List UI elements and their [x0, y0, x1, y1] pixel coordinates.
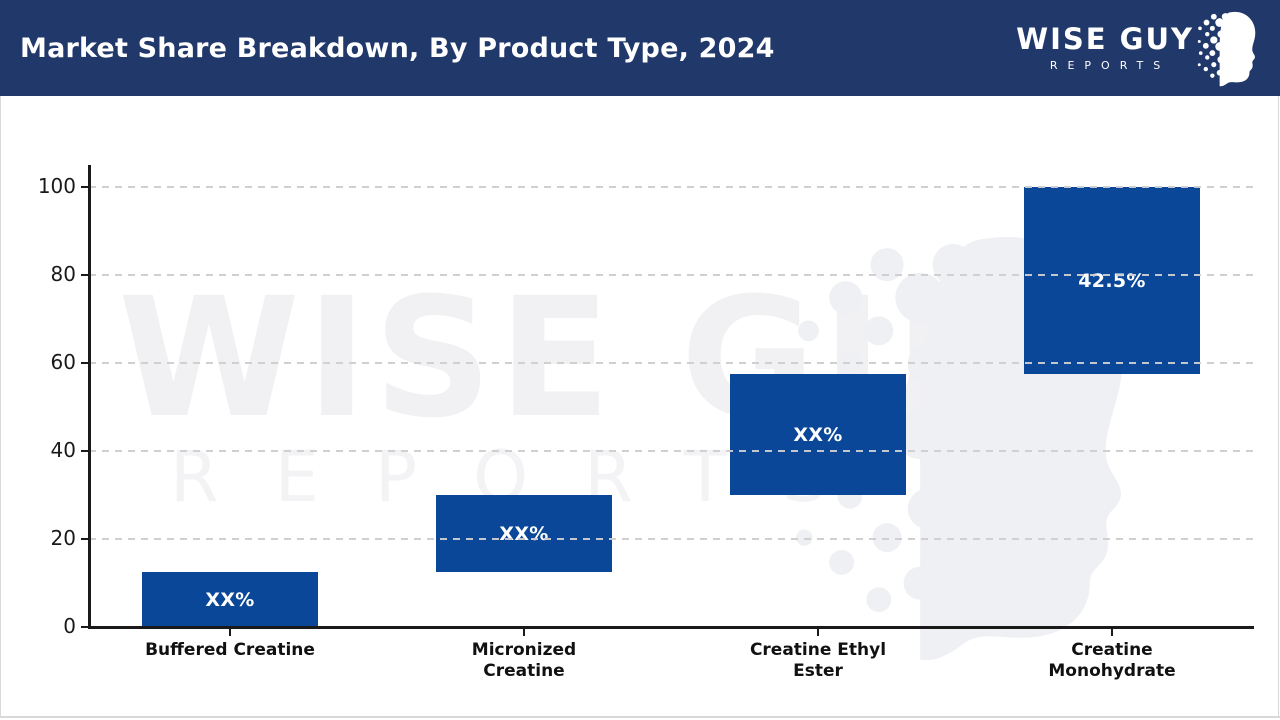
y-tick-label-20: 20 [50, 526, 76, 550]
header-bar: Market Share Breakdown, By Product Type,… [0, 0, 1280, 96]
bar-value-label-1: XX% [205, 588, 255, 611]
gridline-60 [89, 362, 1253, 364]
x-tick-2 [523, 628, 525, 636]
y-tick-label-40: 40 [50, 438, 76, 462]
y-tick-label-60: 60 [50, 350, 76, 374]
y-tick-label-0: 0 [63, 614, 76, 638]
y-tick-40 [81, 450, 89, 452]
bar-4: 42.5% [1024, 187, 1200, 374]
logo-text: WISE GUY REPORTS [1016, 21, 1194, 72]
gridline-80 [89, 274, 1253, 276]
bar-value-label-3: XX% [793, 423, 843, 446]
gridline-20 [89, 538, 1253, 540]
y-tick-60 [81, 362, 89, 364]
y-tick-20 [81, 538, 89, 540]
gridline-40 [89, 450, 1253, 452]
frame-edge-right [1278, 96, 1279, 718]
y-tick-label-100: 100 [37, 174, 76, 198]
frame-edge-left [0, 96, 1, 718]
bar-2: XX% [436, 495, 612, 572]
bar-value-label-2: XX% [499, 522, 549, 545]
y-tick-0 [81, 626, 89, 628]
x-category-label-2: Micronized Creatine [471, 640, 577, 682]
logo-subtitle: REPORTS [1049, 58, 1171, 72]
x-tick-3 [817, 628, 819, 636]
gridline-100 [89, 186, 1253, 188]
x-category-label-1: Buffered Creatine [145, 640, 315, 660]
logo-face-icon [1197, 11, 1256, 87]
bar-1: XX% [142, 572, 318, 627]
x-category-label-3: Creatine Ethyl Ester [749, 640, 887, 682]
x-category-label-4: Creatine Monohydrate [1048, 640, 1176, 682]
y-tick-label-80: 80 [50, 262, 76, 286]
y-tick-100 [81, 186, 89, 188]
x-axis-line [88, 626, 1254, 629]
logo-wordmark: WISE GUY [1016, 21, 1194, 56]
y-axis-line [88, 165, 91, 629]
y-tick-80 [81, 274, 89, 276]
wise-guy-logo: WISE GUY REPORTS [1016, 8, 1280, 88]
page-title: Market Share Breakdown, By Product Type,… [20, 32, 775, 64]
frame-edge-bottom [0, 716, 1280, 718]
bar-3: XX% [730, 374, 906, 495]
x-tick-4 [1111, 628, 1113, 636]
x-tick-1 [229, 628, 231, 636]
bar-value-label-4: 42.5% [1078, 269, 1146, 292]
